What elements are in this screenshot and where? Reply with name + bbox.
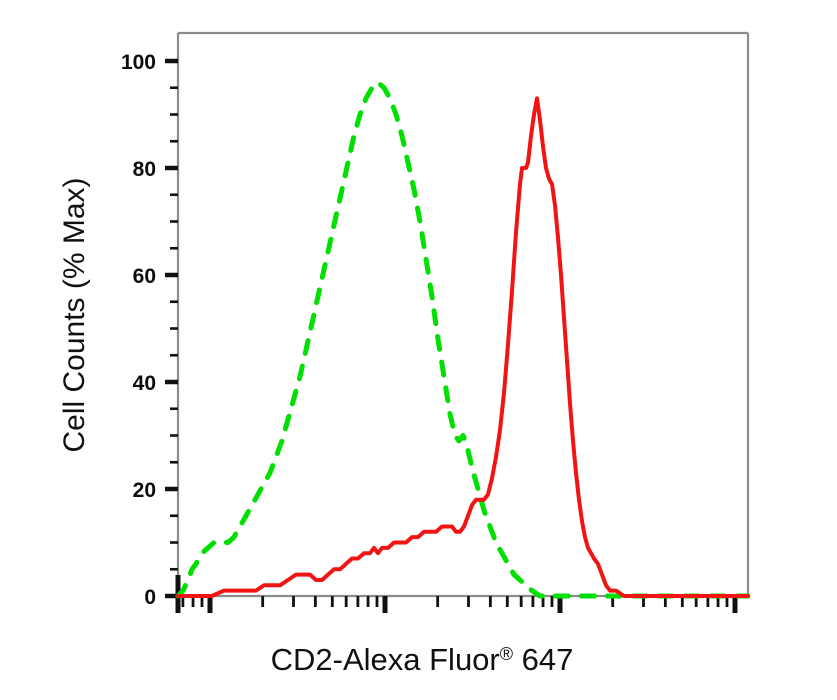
y-axis: 0 20 40 60 80 100 (121, 51, 181, 613)
y-axis-label: Cell Counts (% Max) (58, 177, 91, 452)
plot-frame (176, 31, 750, 598)
series-cd2-stained-line (176, 96, 750, 598)
y-tick-label: 40 (133, 372, 156, 395)
y-tick-label: 80 (133, 158, 156, 181)
x-axis (181, 596, 738, 613)
series-group (175, 79, 751, 599)
y-tick-label: 60 (133, 265, 156, 288)
series-isotype-control-line (175, 79, 751, 599)
x-axis-label: CD2-Alexa Fluor® 647 (271, 642, 574, 677)
y-tick-label: 20 (133, 479, 156, 502)
y-tick-label: 100 (121, 51, 156, 74)
y-tick-label: 0 (144, 586, 156, 609)
